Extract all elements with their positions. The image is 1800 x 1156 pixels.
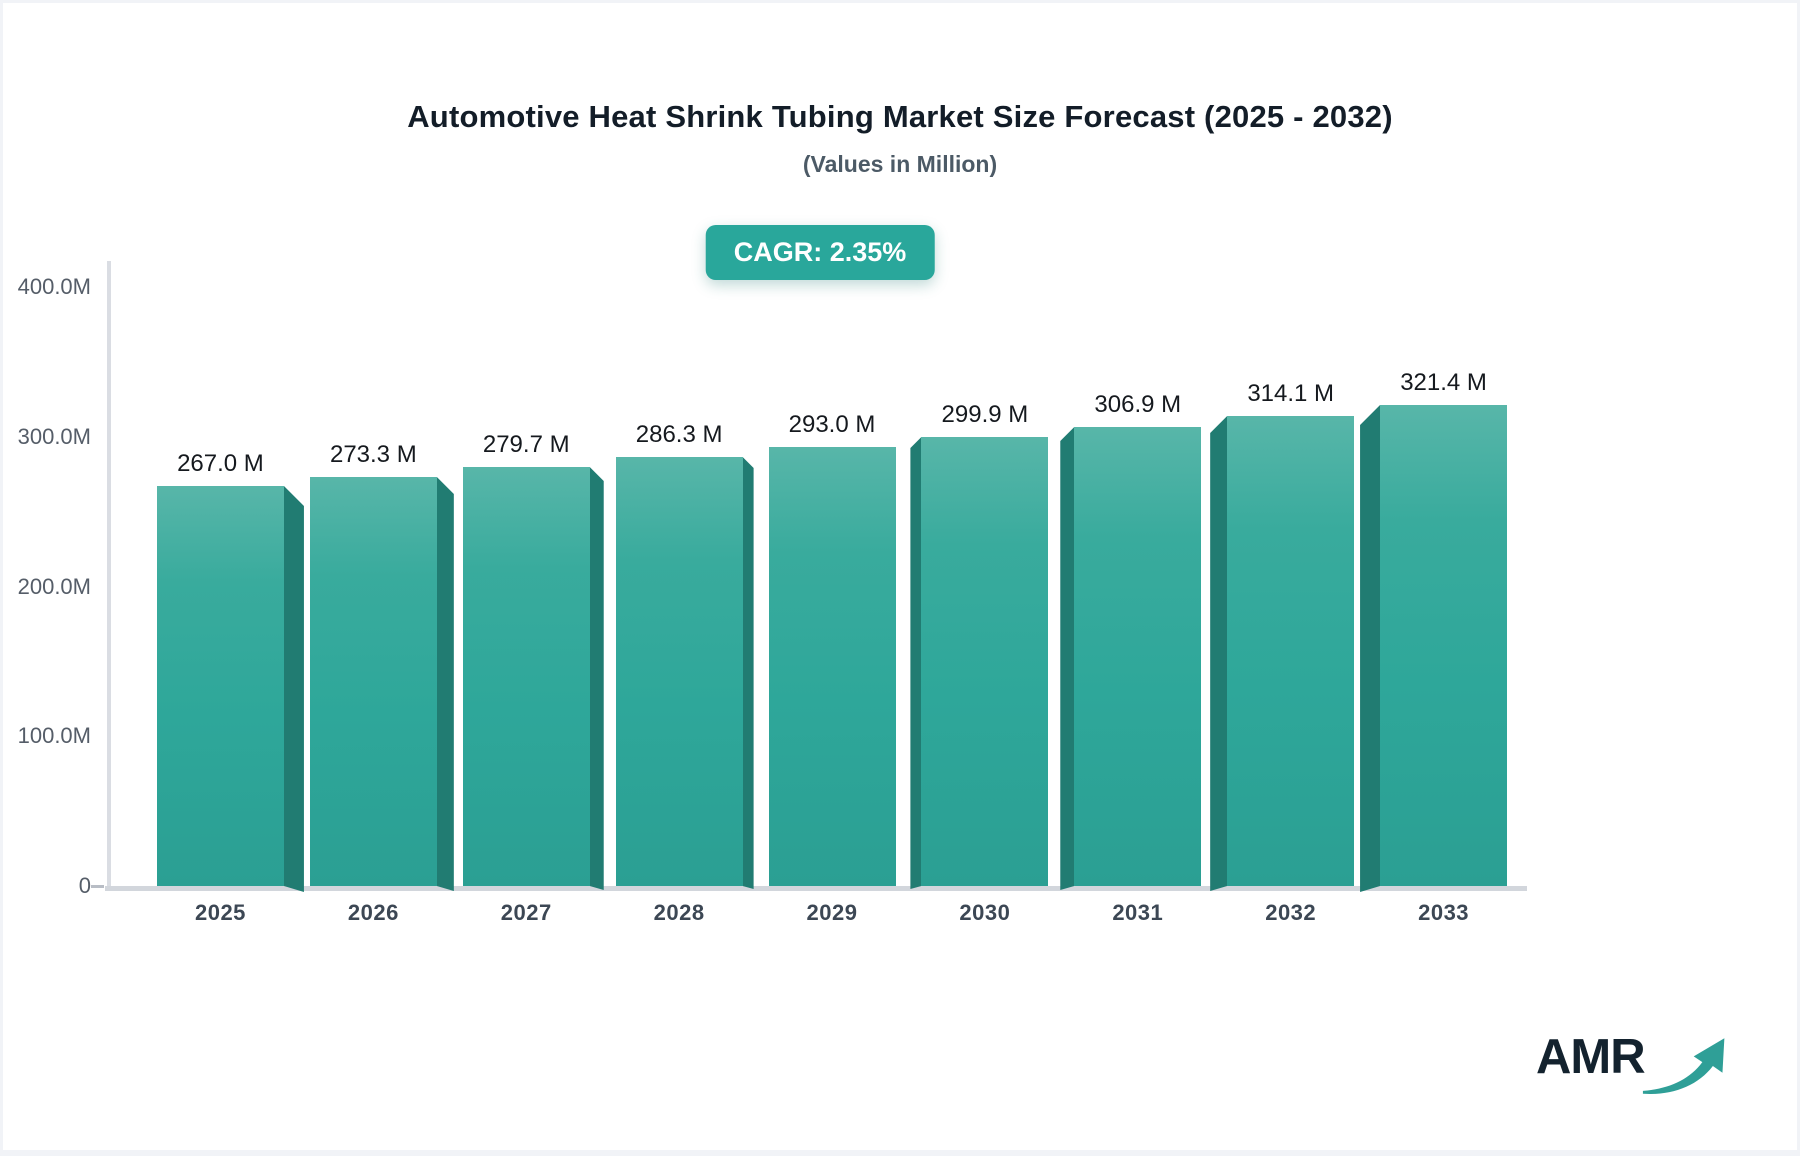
bar[interactable]: 286.3 M: [615, 421, 754, 889]
bar-side-face: [1210, 416, 1228, 891]
bar-slot: 321.4 M: [1360, 369, 1520, 892]
bar-side-face: [742, 457, 754, 889]
y-tick-label: 0: [78, 873, 91, 898]
y-tick-label: 200.0M: [17, 573, 91, 599]
bar-front-face[interactable]: [462, 467, 590, 886]
bar-side-face: [1060, 427, 1075, 890]
bar-slot: 279.7 M: [450, 431, 604, 890]
bar[interactable]: 293.0 M: [768, 411, 896, 886]
y-tick-label: 300.0M: [17, 423, 91, 449]
bar-value-label: 299.9 M: [941, 401, 1029, 428]
x-tick-label: 2029: [806, 900, 858, 925]
bar-value-label: 293.0 M: [788, 411, 876, 438]
bar-side-face: [910, 437, 922, 889]
brand-logo-text: AMR: [1536, 1030, 1646, 1084]
y-tick-label: 400.0M: [17, 274, 91, 300]
bar-side-face: [589, 467, 604, 890]
bar[interactable]: 321.4 M: [1360, 369, 1508, 892]
y-tick-dash: [91, 885, 104, 888]
bar[interactable]: 306.9 M: [1060, 391, 1202, 890]
bar-side-face: [1360, 405, 1381, 892]
bar-value-label: 286.3 M: [635, 421, 723, 448]
bar-slot: 267.0 M: [144, 450, 304, 892]
chart-title: Automotive Heat Shrink Tubing Market Siz…: [407, 99, 1393, 134]
bar-side-face: [436, 477, 454, 891]
bar-front-face[interactable]: [1380, 405, 1508, 886]
bar-slot: 299.9 M: [908, 401, 1061, 889]
x-axis-baseline: [105, 886, 1527, 891]
bar[interactable]: 299.9 M: [910, 401, 1049, 889]
bar-value-label: 279.7 M: [482, 431, 570, 458]
cagr-badge: CAGR: 2.35%: [705, 225, 935, 280]
bar-value-label: 306.9 M: [1094, 391, 1182, 418]
bar[interactable]: 267.0 M: [156, 450, 304, 892]
bar[interactable]: 314.1 M: [1210, 380, 1355, 891]
bar-front-face[interactable]: [615, 457, 743, 886]
y-axis-line: [107, 261, 111, 889]
bar-side-face: [283, 486, 304, 892]
bar-front-face[interactable]: [768, 447, 896, 886]
bar-slot: 293.0 M: [756, 411, 909, 886]
bar-front-face[interactable]: [1227, 416, 1355, 886]
brand-logo: AMR: [1536, 1033, 1733, 1102]
x-tick-label: 2032: [1265, 900, 1317, 925]
bar-slot: 314.1 M: [1210, 380, 1367, 891]
x-tick-label: 2033: [1418, 900, 1470, 925]
bar-front-face[interactable]: [921, 437, 1049, 886]
bar-slot: 273.3 M: [297, 441, 454, 891]
chart-subtitle: (Values in Million): [802, 151, 998, 177]
x-axis-tick-labels: 2025 2026 2027 2028 2029 2030 2031 2032 2033: [110, 900, 1524, 936]
bar-slot: 306.9 M: [1060, 391, 1214, 890]
bar-front-face[interactable]: [1074, 427, 1202, 886]
bar[interactable]: 279.7 M: [462, 431, 604, 890]
bar-value-label: 267.0 M: [177, 450, 264, 477]
bars-plot-area: 267.0 M 273.3 M 279.7 M 286.3 M 293.0 M 299.9…: [110, 253, 1524, 892]
bar-value-label: 314.1 M: [1247, 380, 1335, 407]
y-tick-label: 100.0M: [17, 723, 91, 749]
x-tick-label: 2028: [653, 900, 705, 925]
x-tick-label: 2027: [500, 900, 552, 925]
x-tick-label: 2030: [959, 900, 1011, 925]
x-tick-label: 2025: [194, 900, 246, 925]
x-tick-label: 2031: [1112, 900, 1164, 925]
growth-arrow-icon: [1641, 1035, 1733, 1102]
bar-value-label: 273.3 M: [329, 441, 417, 468]
bar-front-face[interactable]: [309, 477, 437, 886]
bar[interactable]: 273.3 M: [309, 441, 454, 891]
chart-card: Automotive Heat Shrink Tubing Market Siz…: [3, 3, 1797, 1150]
x-tick-label: 2026: [347, 900, 399, 925]
bar-front-face[interactable]: [156, 486, 284, 886]
bar-slot: 286.3 M: [603, 421, 756, 889]
bar-value-label: 321.4 M: [1400, 369, 1487, 396]
